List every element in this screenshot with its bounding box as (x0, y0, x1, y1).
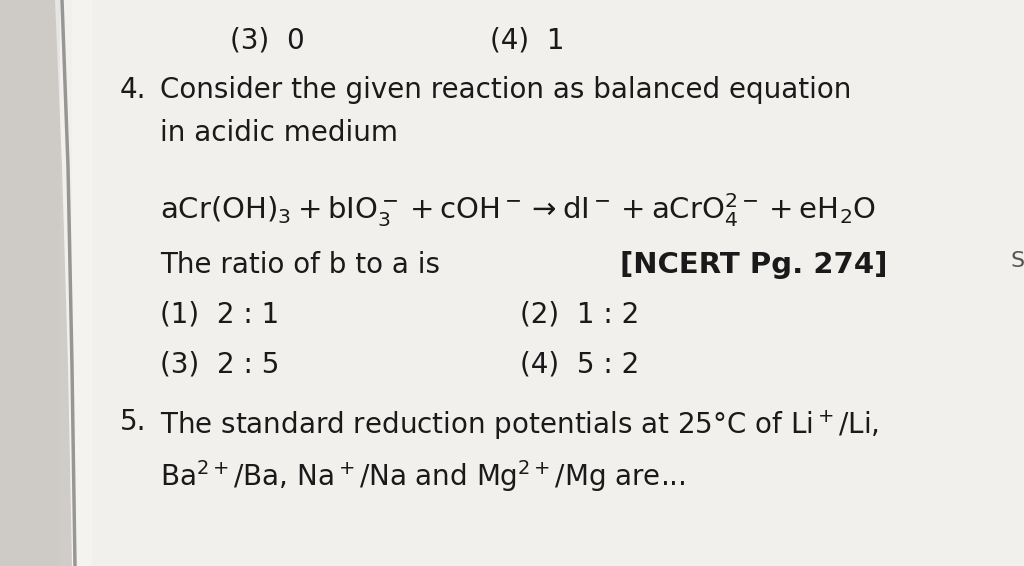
Text: Consider the given reaction as balanced equation: Consider the given reaction as balanced … (160, 76, 851, 104)
Bar (72, 0, 92, 566)
Text: S: S (1010, 251, 1024, 271)
Text: in acidic medium: in acidic medium (160, 119, 398, 147)
Text: The ratio of b to a is: The ratio of b to a is (160, 251, 440, 279)
Text: (3)  2 : 5: (3) 2 : 5 (160, 351, 280, 379)
Text: (4)  5 : 2: (4) 5 : 2 (520, 351, 639, 379)
Text: 5.: 5. (120, 408, 146, 436)
Text: (3)  0: (3) 0 (230, 26, 305, 54)
Text: (2)  1 : 2: (2) 1 : 2 (520, 301, 639, 329)
Text: (4)  1: (4) 1 (490, 26, 564, 54)
Text: (1)  2 : 1: (1) 2 : 1 (160, 301, 280, 329)
Text: Ba$^{2+}$/Ba, Na$^+$/Na and Mg$^{2+}$/Mg are...: Ba$^{2+}$/Ba, Na$^+$/Na and Mg$^{2+}$/Mg… (160, 458, 686, 494)
Text: 4.: 4. (120, 76, 146, 104)
Text: $\mathrm{aCr(OH)_3+bIO_3^-+cOH^-\rightarrow dI^-+aCrO_4^{2-}+eH_2O}$: $\mathrm{aCr(OH)_3+bIO_3^-+cOH^-\rightar… (160, 191, 877, 229)
Text: [NCERT Pg. 274]: [NCERT Pg. 274] (620, 251, 888, 279)
Text: The standard reduction potentials at 25°C of Li$^+$/Li,: The standard reduction potentials at 25°… (160, 408, 879, 442)
Polygon shape (0, 0, 72, 566)
